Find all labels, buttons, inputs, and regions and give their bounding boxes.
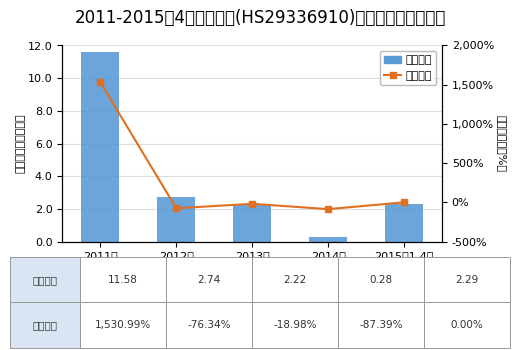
Bar	[338, 257, 424, 302]
Bar	[80, 302, 166, 348]
Bar	[233, 205, 271, 242]
Bar	[385, 204, 423, 241]
Text: -76.34%: -76.34%	[187, 320, 231, 330]
Bar	[10, 302, 80, 348]
Text: 进口金额: 进口金额	[33, 275, 58, 285]
Bar	[424, 302, 510, 348]
Text: 2.74: 2.74	[198, 275, 220, 285]
Bar	[80, 257, 166, 302]
Bar	[424, 257, 510, 302]
Text: -87.39%: -87.39%	[359, 320, 402, 330]
Bar	[82, 52, 120, 241]
Y-axis label: 进口金额（万美元）: 进口金额（万美元）	[15, 114, 25, 173]
Bar	[10, 257, 80, 302]
Bar	[158, 197, 196, 241]
Text: 2.29: 2.29	[455, 275, 478, 285]
Bar	[338, 302, 424, 348]
Bar	[309, 237, 347, 241]
Text: 11.58: 11.58	[108, 275, 138, 285]
Text: 0.00%: 0.00%	[450, 320, 483, 330]
Y-axis label: 同比增长率（%）: 同比增长率（%）	[497, 115, 507, 172]
Text: 1,530.99%: 1,530.99%	[95, 320, 151, 330]
Bar	[252, 257, 338, 302]
Legend: 进口金额, 同比增长: 进口金额, 同比增长	[380, 51, 436, 85]
Text: 0.28: 0.28	[369, 275, 393, 285]
Text: 2011-2015年4月三聚氰氯(HS29336910)进口总额及增速统计: 2011-2015年4月三聚氰氯(HS29336910)进口总额及增速统计	[74, 9, 446, 27]
Bar	[252, 302, 338, 348]
Text: -18.98%: -18.98%	[273, 320, 317, 330]
Bar	[166, 257, 252, 302]
Text: 同比增长: 同比增长	[33, 320, 58, 330]
Text: 2.22: 2.22	[283, 275, 307, 285]
Bar	[166, 302, 252, 348]
